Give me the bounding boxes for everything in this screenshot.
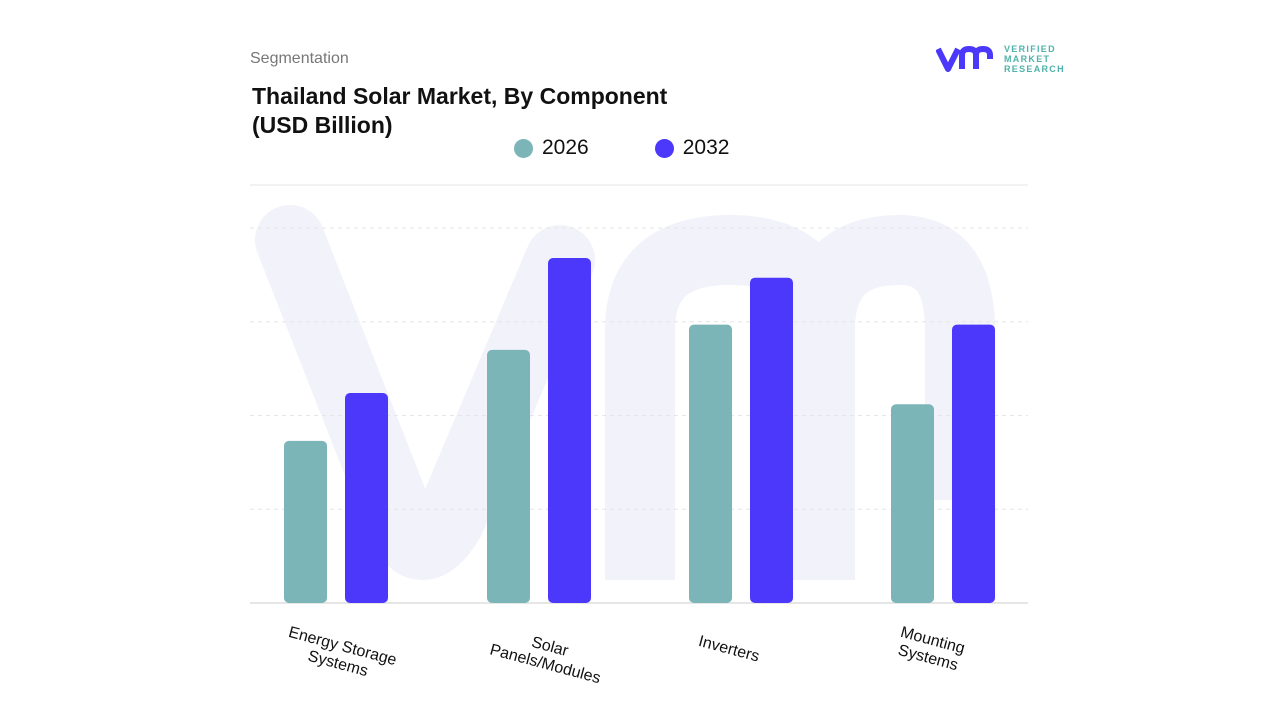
bar-2026 <box>689 324 732 603</box>
segment-label: Segmentation <box>250 50 349 67</box>
legend-swatch-2032 <box>654 138 674 158</box>
legend-label: 2032 <box>682 136 730 159</box>
bar-2032 <box>548 258 591 603</box>
legend-item-2026: 2026 <box>514 136 589 160</box>
bar-2032 <box>345 393 388 603</box>
legend-item-2032: 2032 <box>654 136 730 160</box>
logo-line: MARKET <box>1004 54 1051 64</box>
bar-2026 <box>284 440 327 603</box>
bar-2026 <box>891 404 934 603</box>
watermark <box>255 205 595 580</box>
logo-line: RESEARCH <box>1004 64 1065 74</box>
logo-line: VERIFIED <box>1004 44 1056 54</box>
vmr-logo-icon <box>936 45 993 72</box>
bar-2032 <box>750 277 793 603</box>
legend: 2026 2032 <box>514 136 729 160</box>
vmr-logo: VERIFIED MARKET RESEARCH <box>936 44 1065 74</box>
bar-2026 <box>487 349 530 603</box>
bar-2032 <box>952 324 995 603</box>
chart-title: Thailand Solar Market, By Component (USD… <box>252 83 668 138</box>
legend-label: 2026 <box>542 136 589 159</box>
legend-swatch-2026 <box>514 138 533 158</box>
watermark <box>605 214 995 580</box>
